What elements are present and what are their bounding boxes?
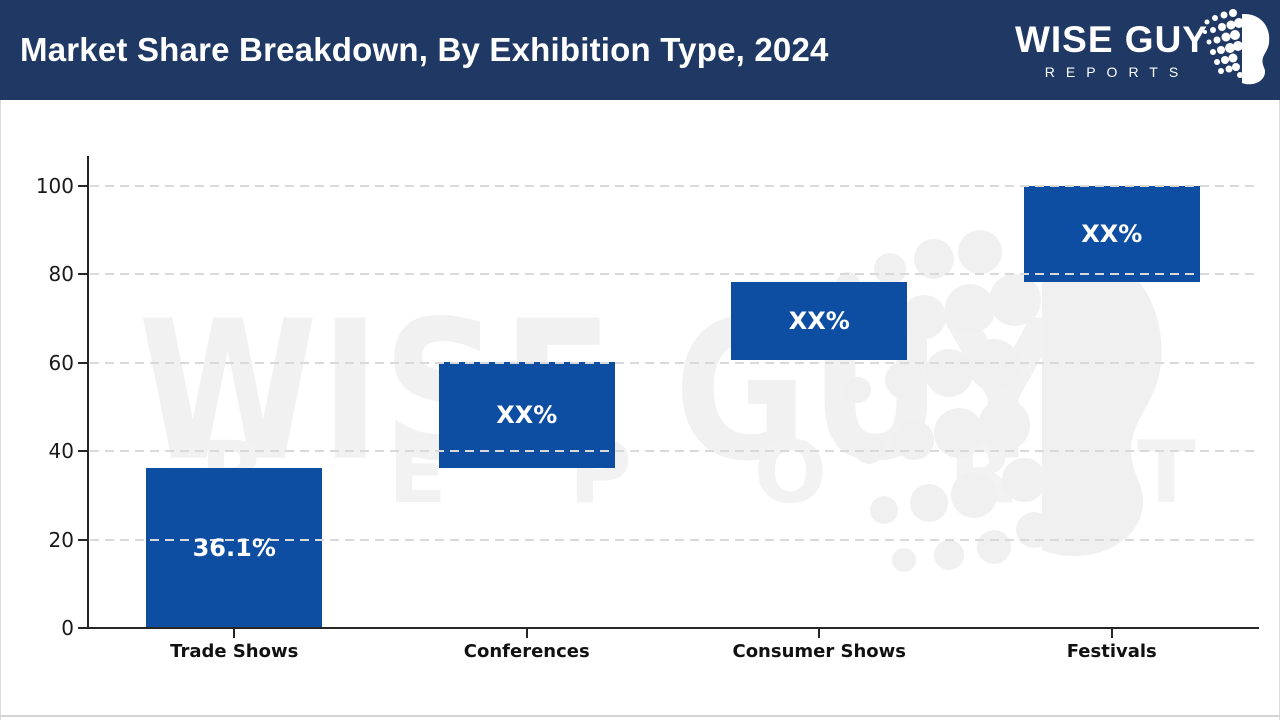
bar bbox=[1023, 186, 1200, 282]
y-tick-mark bbox=[78, 185, 87, 187]
gridline bbox=[90, 273, 1258, 276]
x-tick-label: Festivals bbox=[1066, 641, 1157, 662]
y-tick-mark bbox=[78, 627, 87, 629]
y-tick-label: 0 bbox=[61, 616, 74, 640]
x-tick-label: Conferences bbox=[463, 641, 590, 662]
x-tick-mark bbox=[1110, 629, 1113, 638]
wiseguy-logo-secondary: REPORTS bbox=[1044, 64, 1190, 80]
bar-value-label: 36.1% bbox=[192, 534, 276, 563]
y-axis-line bbox=[87, 156, 89, 629]
x-axis-line bbox=[87, 627, 1259, 629]
y-tick-label: 40 bbox=[48, 439, 74, 464]
bar-value-label: XX% bbox=[788, 307, 850, 336]
bar-value-label: XX% bbox=[1081, 219, 1143, 248]
page-title: Market Share Breakdown, By Exhibition Ty… bbox=[20, 31, 829, 68]
y-tick-mark bbox=[78, 273, 87, 276]
gridline bbox=[90, 185, 1258, 187]
y-tick-mark bbox=[78, 361, 87, 364]
gridline bbox=[90, 538, 1258, 541]
x-tick-mark bbox=[818, 629, 821, 638]
wiseguy-logo-text: WISE GUY REPORTS bbox=[1015, 21, 1208, 79]
x-tick-label: Consumer Shows bbox=[732, 641, 906, 662]
wiseguy-logo: WISE GUY REPORTS bbox=[1015, 6, 1280, 94]
y-tick-label: 60 bbox=[48, 350, 74, 375]
gridline bbox=[90, 450, 1258, 453]
bar bbox=[731, 281, 908, 361]
header-bar: Market Share Breakdown, By Exhibition Ty… bbox=[0, 0, 1280, 100]
frame-left-border bbox=[0, 100, 1, 720]
bar-value-label: XX% bbox=[496, 401, 558, 430]
frame-bottom-border bbox=[0, 715, 1280, 717]
y-tick-mark bbox=[78, 538, 87, 541]
wiseguy-logo-primary: WISE GUY bbox=[1014, 19, 1208, 60]
x-tick-mark bbox=[233, 629, 236, 638]
y-tick-mark bbox=[78, 450, 87, 453]
y-tick-label: 20 bbox=[48, 527, 74, 552]
y-tick-label: 100 bbox=[35, 174, 74, 198]
gridline bbox=[90, 361, 1258, 364]
watermark-face-icon bbox=[828, 230, 1162, 572]
x-tick-mark bbox=[525, 629, 528, 638]
y-tick-label: 80 bbox=[48, 262, 74, 287]
bar bbox=[146, 468, 323, 628]
wiseguy-face-icon bbox=[1203, 9, 1270, 85]
x-tick-label: Trade Shows bbox=[170, 641, 299, 662]
